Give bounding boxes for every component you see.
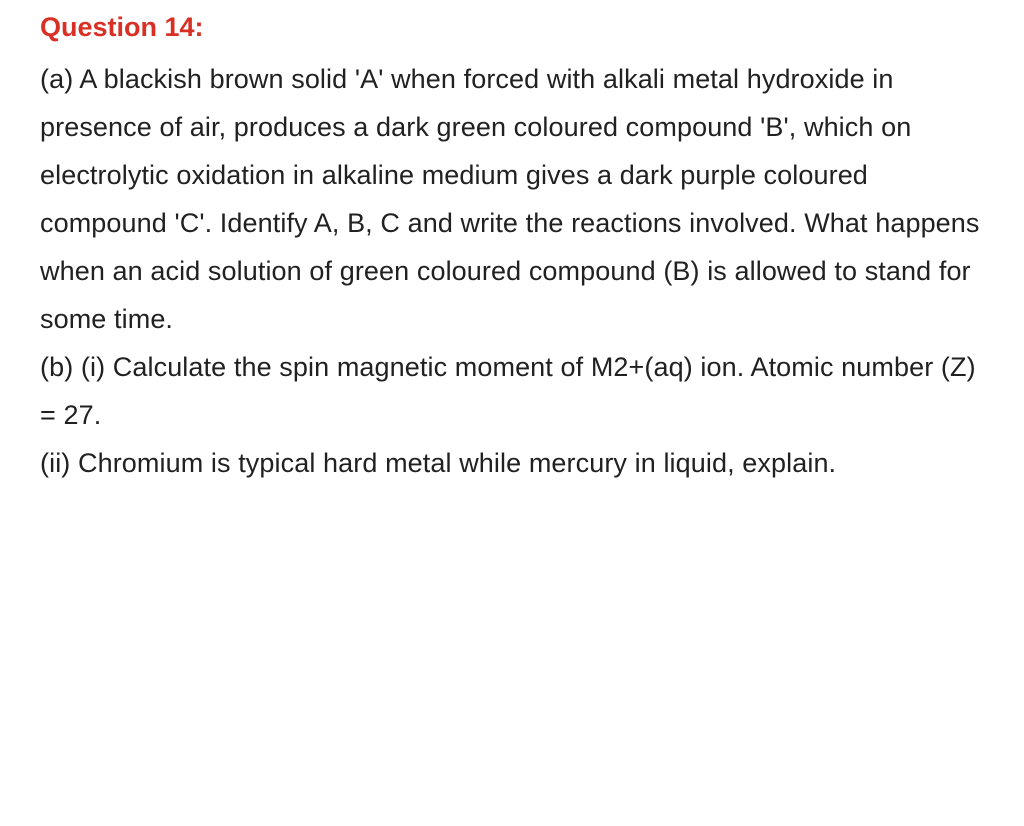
question-part-b-ii: (ii) Chromium is typical hard metal whil… xyxy=(40,439,984,487)
question-part-b-i: (b) (i) Calculate the spin magnetic mome… xyxy=(40,343,984,439)
question-page: Question 14: (a) A blackish brown solid … xyxy=(0,0,1024,508)
question-heading: Question 14: xyxy=(40,10,984,45)
question-part-a: (a) A blackish brown solid 'A' when forc… xyxy=(40,55,984,343)
